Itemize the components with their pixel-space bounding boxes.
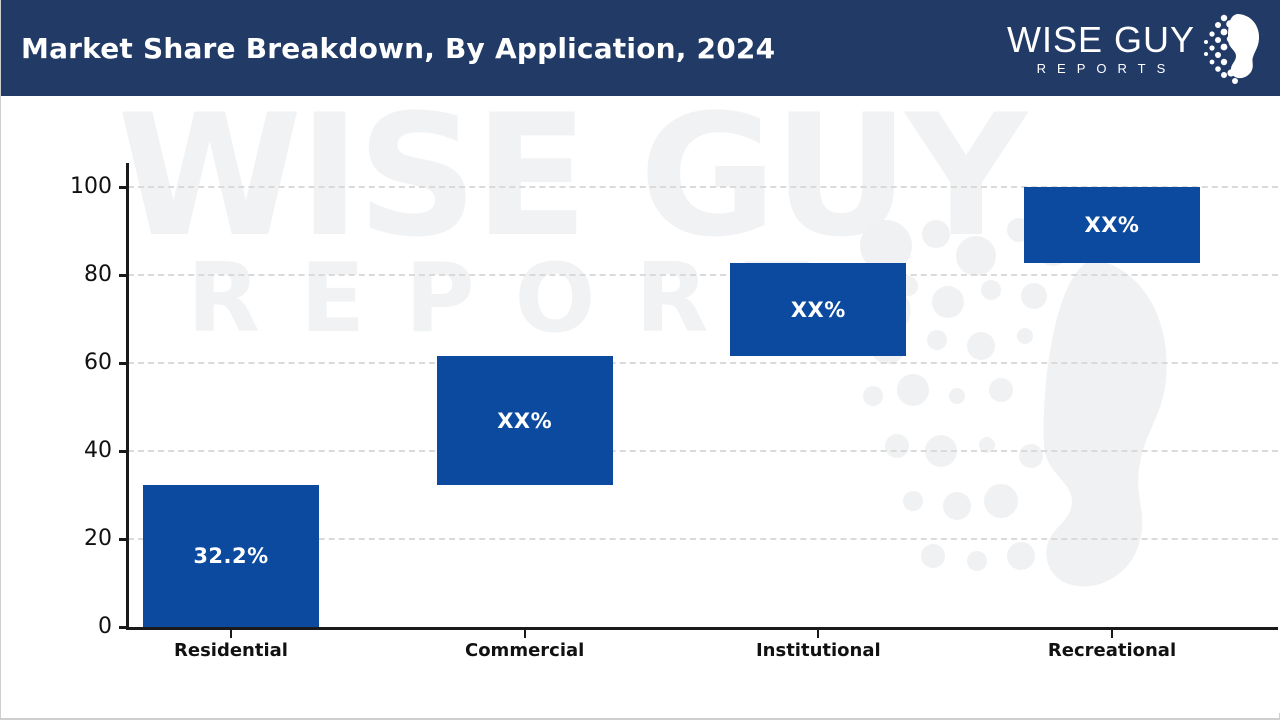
wiseguy-logo-text: WISE GUY REPORTS xyxy=(1006,18,1195,76)
bar-residential: 32.2% xyxy=(143,485,319,627)
y-tick-label: 80 xyxy=(84,262,112,287)
bar-value-label: 32.2% xyxy=(193,544,269,569)
x-category-label: Commercial xyxy=(464,640,585,661)
gridline-y40 xyxy=(128,450,1278,452)
gridline-y60 xyxy=(128,362,1278,364)
x-category-label: Residential xyxy=(174,640,288,661)
chart-area: WISE GUY REPORTS 0 20 40 60 80 100 32.2% Reside… xyxy=(1,78,1280,713)
bar-institutional: XX% xyxy=(730,262,907,357)
y-tick-mark xyxy=(119,449,128,453)
x-tick-mark xyxy=(1111,629,1113,638)
y-tick-mark xyxy=(119,361,128,365)
x-tick-mark xyxy=(523,629,526,638)
gridline-y80 xyxy=(128,274,1278,276)
x-tick-mark xyxy=(230,629,232,638)
x-category-label: Recreational xyxy=(1047,640,1177,661)
wiseguy-logo: WISE GUY REPORTS xyxy=(1007,11,1261,85)
chart-header: Market Share Breakdown, By Application, … xyxy=(1,0,1280,96)
y-tick-mark xyxy=(119,625,128,629)
bar-commercial: XX% xyxy=(436,356,613,486)
y-tick-label: 40 xyxy=(84,438,112,463)
y-tick-mark xyxy=(119,537,128,541)
gridline-y20 xyxy=(128,538,1278,540)
bar-value-label: XX% xyxy=(1084,212,1140,237)
x-axis-spine xyxy=(126,627,1278,630)
bar-value-label: XX% xyxy=(497,408,553,433)
logo-subtitle: REPORTS xyxy=(1036,60,1177,76)
y-tick-mark xyxy=(119,185,128,189)
bar-recreational: XX% xyxy=(1024,187,1200,263)
x-tick-mark xyxy=(817,629,820,638)
x-category-label: Institutional xyxy=(755,640,881,661)
y-tick-label: 60 xyxy=(84,350,112,375)
y-tick-label: 0 xyxy=(98,614,112,639)
wiseguy-face-icon xyxy=(1204,14,1260,84)
bar-value-label: XX% xyxy=(790,297,846,322)
y-tick-label: 20 xyxy=(84,526,112,551)
logo-wordmark: WISE GUY xyxy=(1006,18,1195,60)
y-tick-mark xyxy=(119,273,128,277)
chart-title: Market Share Breakdown, By Application, … xyxy=(21,31,776,65)
image-bottom-edge xyxy=(1,718,1280,720)
gridline-y100 xyxy=(128,186,1278,188)
y-axis-spine xyxy=(126,163,129,629)
y-tick-label: 100 xyxy=(70,174,112,199)
